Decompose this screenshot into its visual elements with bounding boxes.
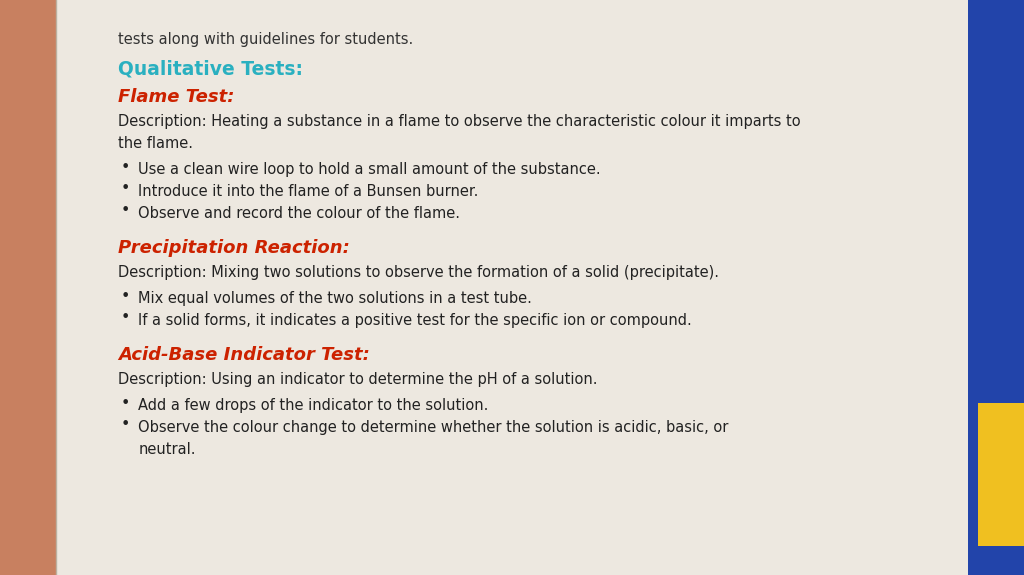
FancyBboxPatch shape (978, 402, 1024, 546)
Text: Description: Heating a substance in a flame to observe the characteristic colour: Description: Heating a substance in a fl… (118, 114, 801, 129)
FancyBboxPatch shape (968, 0, 1024, 575)
Text: Qualitative Tests:: Qualitative Tests: (118, 59, 303, 78)
Text: •: • (121, 417, 130, 432)
Text: Use a clean wire loop to hold a small amount of the substance.: Use a clean wire loop to hold a small am… (138, 163, 601, 178)
Text: •: • (121, 204, 130, 218)
Text: tests along with guidelines for students.: tests along with guidelines for students… (118, 32, 413, 47)
FancyBboxPatch shape (0, 0, 56, 575)
Text: •: • (121, 289, 130, 304)
Text: Precipitation Reaction:: Precipitation Reaction: (118, 239, 349, 257)
Text: Add a few drops of the indicator to the solution.: Add a few drops of the indicator to the … (138, 398, 488, 413)
Text: Description: Mixing two solutions to observe the formation of a solid (precipita: Description: Mixing two solutions to obs… (118, 265, 719, 280)
Text: Introduce it into the flame of a Bunsen burner.: Introduce it into the flame of a Bunsen … (138, 185, 478, 200)
Text: If a solid forms, it indicates a positive test for the specific ion or compound.: If a solid forms, it indicates a positiv… (138, 313, 692, 328)
FancyBboxPatch shape (56, 0, 968, 575)
Text: •: • (121, 396, 130, 411)
Text: •: • (121, 160, 130, 175)
Text: Mix equal volumes of the two solutions in a test tube.: Mix equal volumes of the two solutions i… (138, 292, 532, 306)
Text: Observe the colour change to determine whether the solution is acidic, basic, or: Observe the colour change to determine w… (138, 420, 729, 435)
Text: Observe and record the colour of the flame.: Observe and record the colour of the fla… (138, 206, 460, 221)
Text: •: • (121, 310, 130, 325)
Text: •: • (121, 182, 130, 197)
Text: the flame.: the flame. (118, 136, 193, 151)
Text: neutral.: neutral. (138, 442, 196, 457)
Text: Acid-Base Indicator Test:: Acid-Base Indicator Test: (118, 346, 370, 364)
Text: Flame Test:: Flame Test: (118, 88, 234, 106)
Text: Description: Using an indicator to determine the pH of a solution.: Description: Using an indicator to deter… (118, 372, 597, 387)
